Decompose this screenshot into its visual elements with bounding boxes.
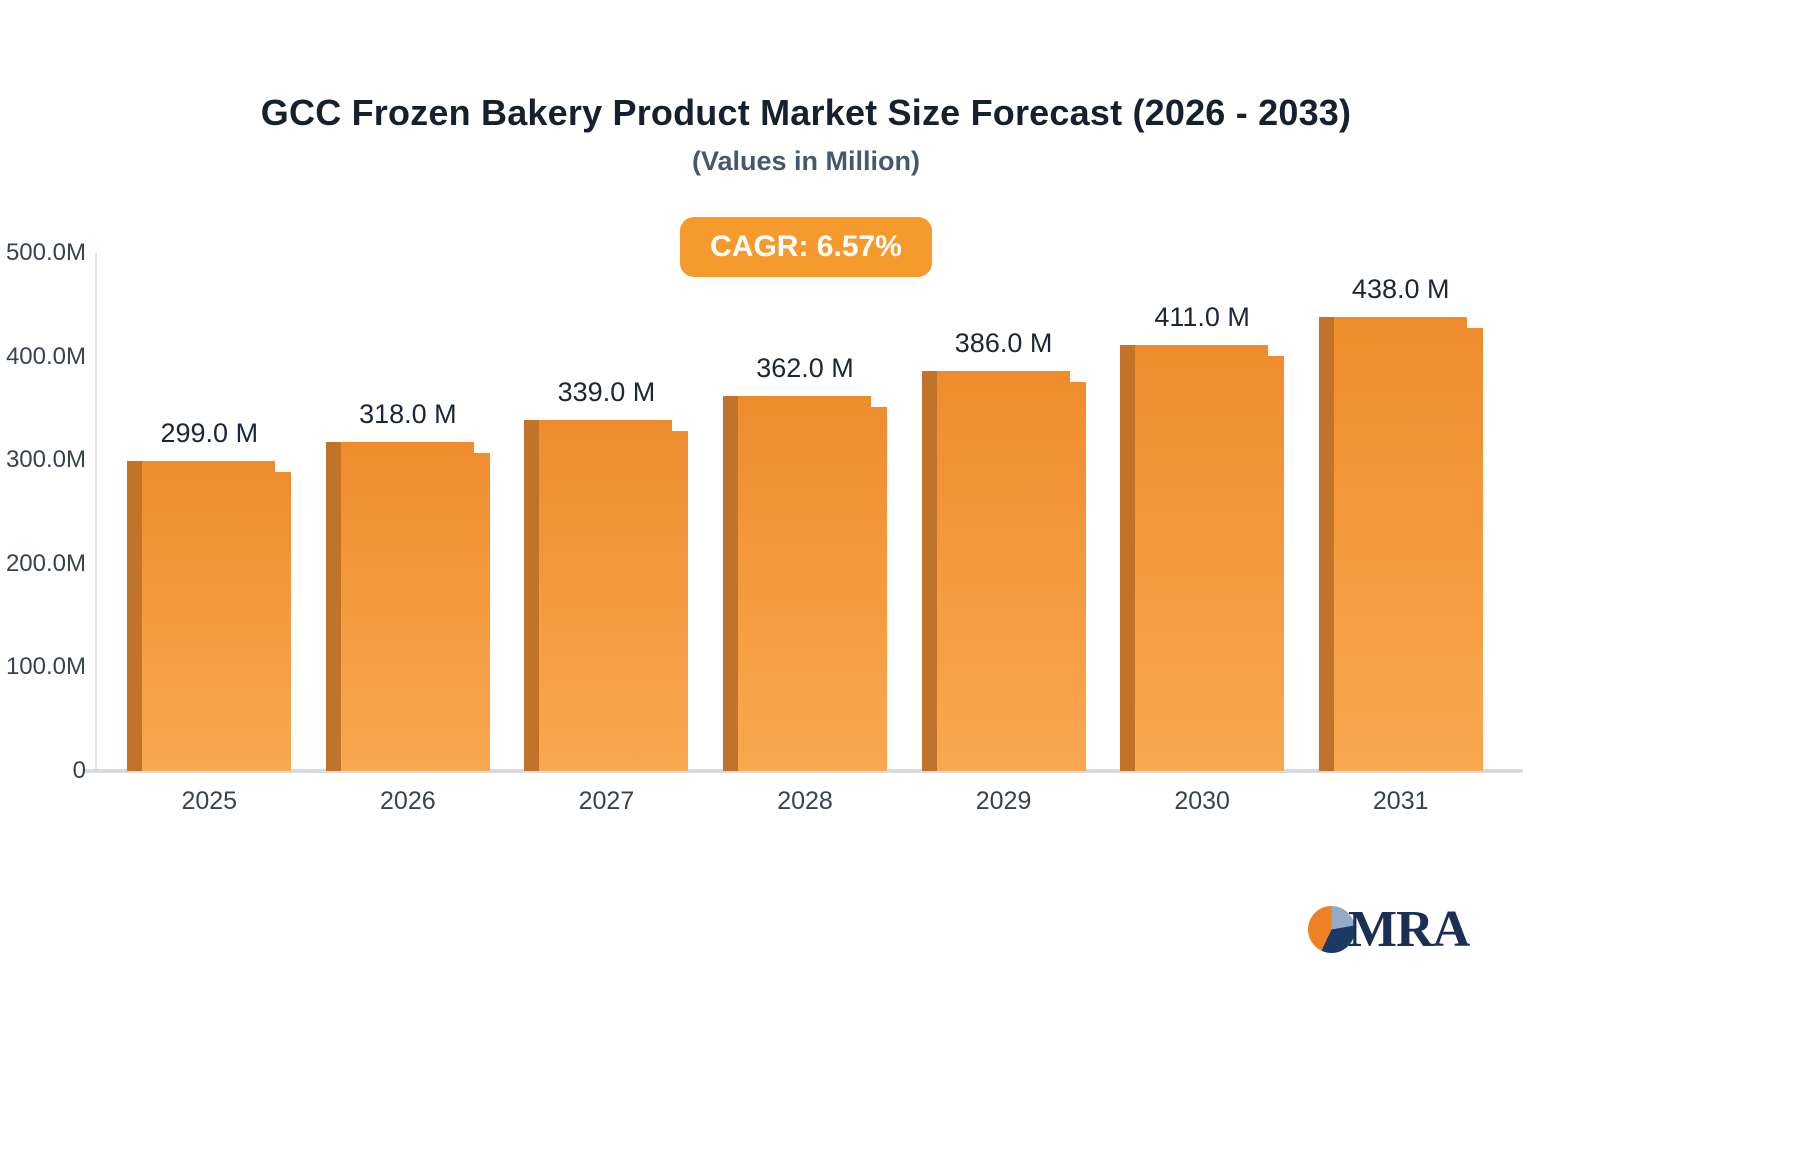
bar-value-label: 386.0 M [954, 328, 1053, 359]
y-tick-label: 100.0M [5, 653, 86, 681]
bar-top-notch [275, 461, 292, 473]
bar-side-face [524, 419, 540, 771]
bar [127, 461, 292, 771]
mra-pie-icon [1308, 906, 1355, 953]
y-tick-label: 200.0M [5, 549, 86, 577]
x-tick-label: 2026 [380, 787, 436, 815]
bar [524, 419, 689, 771]
bar-front-face [340, 441, 490, 771]
bar-side-face [1120, 345, 1136, 771]
bar-top-notch [871, 395, 887, 407]
x-axis-line [83, 769, 1523, 773]
bar-value-label: 438.0 M [1351, 274, 1450, 305]
bar-front-face [539, 419, 689, 771]
x-tick-label: 2030 [1174, 787, 1230, 815]
mra-logo-text: MRA [1348, 901, 1470, 958]
bar-front-face [738, 395, 887, 771]
bar-value-label: 299.0 M [160, 418, 259, 449]
bar-side-face [325, 441, 341, 771]
bar [921, 371, 1086, 771]
bar-front-face [142, 461, 292, 771]
bar-value-label: 318.0 M [359, 398, 457, 429]
chart-subtitle: (Values in Million) [691, 146, 921, 176]
y-tick-label: 300.0M [5, 446, 86, 474]
y-tick-label: 0 [72, 757, 86, 784]
bar-value-label: 411.0 M [1154, 302, 1250, 333]
bar-value-label: 339.0 M [557, 376, 656, 407]
bar [325, 441, 490, 771]
x-tick-label: 2031 [1372, 787, 1429, 815]
bar [723, 395, 887, 771]
bar-top-notch [1268, 345, 1285, 357]
mra-logo: MRA [1308, 900, 1470, 959]
y-axis-line [95, 253, 97, 771]
chart-title: GCC Frozen Bakery Product Market Size Fo… [260, 92, 1352, 133]
bar-side-face [723, 395, 738, 771]
bar-top-notch [473, 441, 490, 453]
bar-value-label: 362.0 M [756, 352, 854, 383]
bar [1318, 317, 1483, 771]
bar-top-notch [672, 419, 689, 431]
bar [1120, 345, 1285, 771]
bar-front-face [1333, 317, 1483, 771]
bar-side-face [127, 461, 143, 771]
x-tick-label: 2029 [975, 787, 1032, 815]
x-tick-label: 2028 [777, 787, 833, 815]
bar-top-notch [1466, 317, 1483, 329]
x-tick-label: 2027 [578, 787, 635, 815]
cagr-badge: CAGR: 6.57% [680, 217, 932, 277]
bar-top-notch [1069, 371, 1086, 383]
bar-side-face [1318, 317, 1334, 771]
chart-header: GCC Frozen Bakery Product Market Size Fo… [0, 92, 1612, 277]
bar-front-face [1135, 345, 1285, 771]
y-tick-label: 500.0M [5, 239, 86, 266]
y-tick-label: 400.0M [5, 342, 86, 370]
x-tick-label: 2025 [181, 787, 238, 815]
bar-side-face [921, 371, 937, 771]
bar-front-face [936, 371, 1086, 771]
